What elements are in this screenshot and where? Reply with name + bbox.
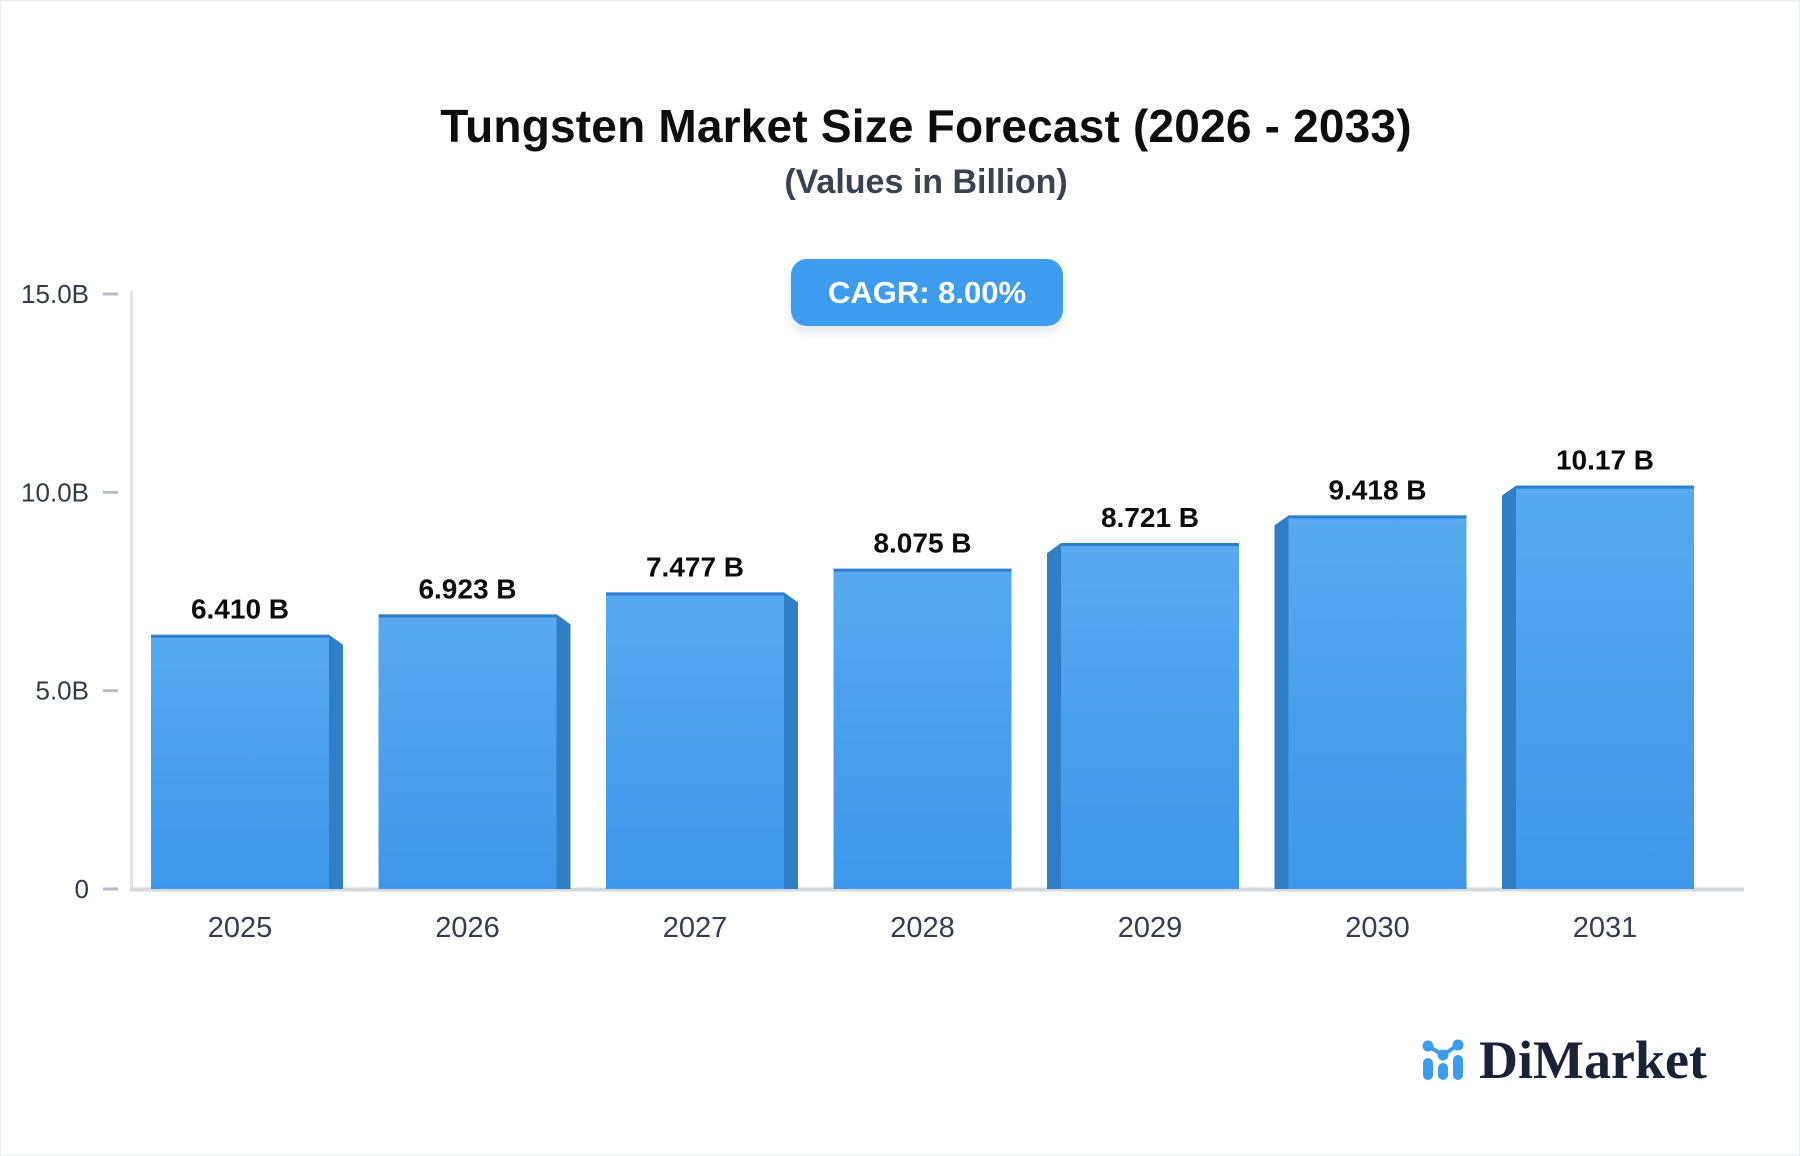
logo-text: DiMarket (1479, 1030, 1707, 1091)
y-tick-mark (103, 887, 118, 891)
x-axis-label-2030: 2030 (1345, 912, 1410, 944)
axis-layer: 0 5.0B 10.0B 15.0B (21, 279, 1744, 904)
x-axis-label-2029: 2029 (1118, 912, 1183, 944)
bar-side-2031 (1502, 485, 1516, 889)
bar-top-edge (378, 614, 557, 618)
dimarket-logo: DiMarket (1419, 1033, 1707, 1087)
labels-layer: 6.410 B 2025 6.923 B 2026 7.477 B 2027 8.075 B… (191, 445, 1654, 944)
bar-2029[interactable] (1061, 543, 1239, 889)
bar-2031[interactable] (1516, 485, 1694, 889)
bar-chart-trendline-icon (1422, 1039, 1464, 1080)
bars-layer (151, 485, 1694, 889)
bar-top-edge (606, 592, 784, 596)
x-axis-label-2031: 2031 (1573, 912, 1638, 944)
bar-side-2026 (556, 614, 571, 889)
cagr-badge: CAGR: 8.00% (790, 259, 1064, 326)
y-tick-label-10.0B: 10.0B (21, 477, 89, 507)
x-axis-label-2028: 2028 (890, 912, 955, 944)
bar-value-label-2026: 6.923 B (418, 573, 516, 604)
bar-top-edge (1516, 485, 1694, 489)
x-axis-label-2027: 2027 (663, 912, 728, 944)
y-tick-label-5.0B: 5.0B (36, 676, 90, 706)
bar-value-label-2027: 7.477 B (646, 551, 744, 582)
y-tick-label-15.0B: 15.0B (21, 279, 89, 309)
bar-side-2025 (329, 634, 343, 889)
x-axis-line (130, 887, 1744, 892)
bar-value-label-2031: 10.17 B (1556, 445, 1654, 476)
x-axis-label-2026: 2026 (435, 912, 500, 944)
bar-value-label-2025: 6.410 B (191, 594, 289, 625)
bar-top-edge (151, 634, 329, 638)
y-tick-mark (103, 292, 118, 296)
bar-2028[interactable] (833, 568, 1012, 889)
y-tick-label-0: 0 (75, 874, 89, 904)
bar-side-2027 (784, 592, 798, 889)
y-tick-mark (103, 689, 118, 693)
y-axis-line (130, 291, 133, 891)
bar-side-2029 (1047, 543, 1061, 889)
bar-2025[interactable] (151, 634, 329, 889)
bar-value-label-2028: 8.075 B (873, 528, 971, 559)
bar-2030[interactable] (1288, 515, 1467, 889)
x-axis-label-2025: 2025 (208, 912, 273, 944)
bar-2026[interactable] (378, 614, 557, 889)
bar-side-2030 (1274, 515, 1289, 889)
chart-subtitle: (Values in Billion) (784, 163, 1068, 201)
bar-top-edge (1288, 515, 1467, 519)
y-tick-mark (103, 490, 118, 494)
bar-value-label-2030: 9.418 B (1328, 474, 1426, 505)
bar-top-edge (1061, 543, 1239, 547)
bar-value-label-2029: 8.721 B (1101, 502, 1199, 533)
bar-2027[interactable] (606, 592, 784, 889)
chart-title: Tungsten Market Size Forecast (2026 - 20… (440, 100, 1412, 152)
bar-top-edge (833, 568, 1012, 572)
